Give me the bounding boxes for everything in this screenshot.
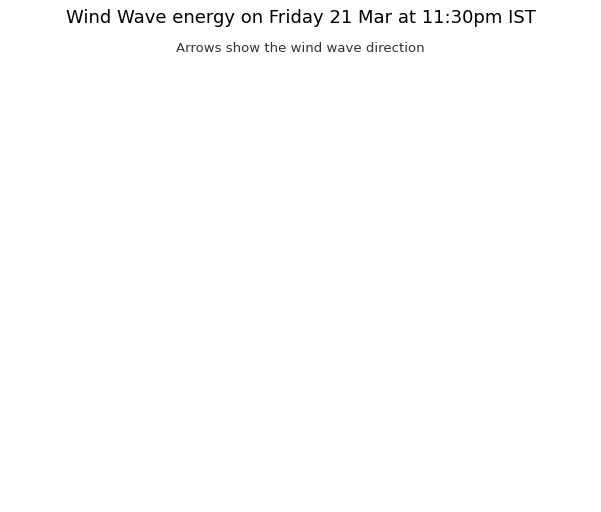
- Text: Wind Wave energy on Friday 21 Mar at 11:30pm IST: Wind Wave energy on Friday 21 Mar at 11:…: [66, 9, 535, 27]
- Text: Arrows show the wind wave direction: Arrows show the wind wave direction: [176, 42, 425, 55]
- Text: Install cartopy for map rendering: Install cartopy for map rendering: [186, 279, 415, 292]
